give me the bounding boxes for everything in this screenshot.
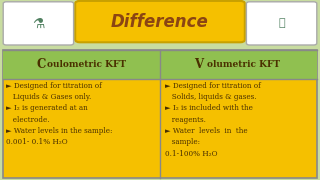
FancyBboxPatch shape — [75, 1, 245, 42]
Bar — [3, 50, 317, 178]
FancyBboxPatch shape — [246, 2, 317, 45]
Text: oulometric KFT: oulometric KFT — [47, 60, 126, 69]
Text: ► Designed for titration of
   Liquids & Gases only.
► I₂ is generated at an
   : ► Designed for titration of Liquids & Ga… — [6, 82, 113, 146]
Text: V: V — [194, 58, 203, 71]
Text: ► Designed for titration of
   Solids, liquids & gases.
► I₂ is included with th: ► Designed for titration of Solids, liqu… — [165, 82, 260, 158]
Text: C: C — [37, 58, 46, 71]
Bar — [3, 50, 317, 79]
Text: Difference: Difference — [111, 13, 209, 31]
Text: ⚗: ⚗ — [32, 16, 45, 30]
Text: olumetric KFT: olumetric KFT — [207, 60, 280, 69]
Text: 🖥: 🖥 — [278, 18, 285, 28]
FancyBboxPatch shape — [3, 2, 74, 45]
